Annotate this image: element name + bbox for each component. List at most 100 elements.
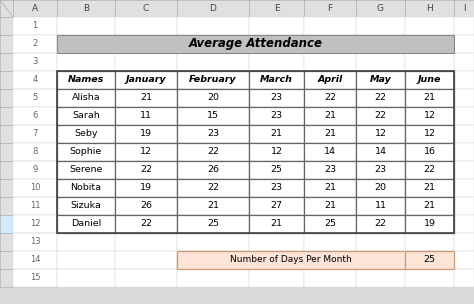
Bar (454, 71, 474, 89)
Bar (115, 107, 177, 125)
Bar (13, 125, 57, 143)
Bar (304, 89, 356, 107)
Bar (304, 71, 356, 89)
Text: January: January (126, 75, 166, 85)
Bar (115, 197, 177, 215)
Text: A: A (32, 4, 38, 13)
Bar (115, 107, 177, 125)
Bar (57, 17, 115, 35)
Text: 21: 21 (324, 202, 336, 210)
Bar (115, 161, 177, 179)
Bar (405, 161, 454, 179)
Bar (177, 125, 249, 143)
Bar (454, 161, 474, 179)
Bar (13, 233, 57, 251)
Bar (249, 17, 304, 35)
Bar (115, 233, 177, 251)
Text: 12: 12 (374, 130, 386, 139)
Bar (177, 107, 249, 125)
Bar (405, 197, 454, 215)
Bar (249, 125, 304, 143)
Bar (356, 215, 405, 233)
Bar (177, 233, 249, 251)
Text: 2: 2 (32, 40, 37, 49)
Bar (356, 0, 405, 17)
Bar (356, 161, 405, 179)
Bar (454, 269, 474, 287)
Text: D: D (210, 4, 217, 13)
Text: Alisha: Alisha (72, 94, 100, 102)
Text: 12: 12 (423, 112, 436, 120)
Bar (454, 0, 474, 17)
Bar (177, 53, 249, 71)
Text: April: April (318, 75, 343, 85)
Bar (249, 179, 304, 197)
Text: 15: 15 (207, 112, 219, 120)
Bar (177, 143, 249, 161)
Bar (304, 233, 356, 251)
Bar (356, 179, 405, 197)
Text: 21: 21 (271, 130, 283, 139)
Text: 22: 22 (140, 165, 152, 174)
Bar (57, 35, 454, 53)
Bar (177, 179, 249, 197)
Text: 15: 15 (30, 274, 40, 282)
Text: 21: 21 (140, 94, 152, 102)
Bar (249, 197, 304, 215)
Bar (115, 197, 177, 215)
Bar (356, 35, 405, 53)
Text: E: E (273, 4, 279, 13)
Text: 25: 25 (207, 219, 219, 229)
Bar (356, 71, 405, 89)
Bar (356, 107, 405, 125)
Bar (356, 89, 405, 107)
Text: 22: 22 (207, 147, 219, 157)
Text: 27: 27 (271, 202, 283, 210)
Bar (115, 0, 177, 17)
Bar (405, 197, 454, 215)
Bar (57, 53, 115, 71)
Bar (304, 197, 356, 215)
Text: 23: 23 (374, 165, 387, 174)
Bar (13, 35, 57, 53)
Bar (405, 107, 454, 125)
Text: 12: 12 (30, 219, 40, 229)
Bar (405, 269, 454, 287)
Bar (177, 251, 249, 269)
Text: 26: 26 (207, 165, 219, 174)
Bar (304, 35, 356, 53)
Bar (13, 197, 57, 215)
Bar (0, 251, 13, 269)
Text: Serene: Serene (69, 165, 103, 174)
Bar (57, 161, 115, 179)
Bar (177, 17, 249, 35)
Bar (177, 0, 249, 17)
Bar (177, 215, 249, 233)
Text: 21: 21 (423, 202, 436, 210)
Bar (177, 215, 249, 233)
Bar (115, 215, 177, 233)
Bar (0, 269, 13, 287)
Text: 25: 25 (423, 255, 436, 264)
Bar (304, 179, 356, 197)
Bar (405, 215, 454, 233)
Bar (115, 143, 177, 161)
Bar (304, 215, 356, 233)
Bar (0, 215, 13, 233)
Text: 16: 16 (423, 147, 436, 157)
Text: 23: 23 (324, 165, 336, 174)
Text: February: February (189, 75, 237, 85)
Text: I: I (463, 4, 465, 13)
Bar (57, 35, 115, 53)
Text: F: F (328, 4, 333, 13)
Bar (0, 107, 13, 125)
Text: Nobita: Nobita (71, 184, 101, 192)
Bar (115, 17, 177, 35)
Bar (356, 269, 405, 287)
Bar (405, 17, 454, 35)
Bar (115, 71, 177, 89)
Text: Seby: Seby (74, 130, 98, 139)
Bar (356, 143, 405, 161)
Bar (0, 53, 13, 71)
Bar (115, 179, 177, 197)
